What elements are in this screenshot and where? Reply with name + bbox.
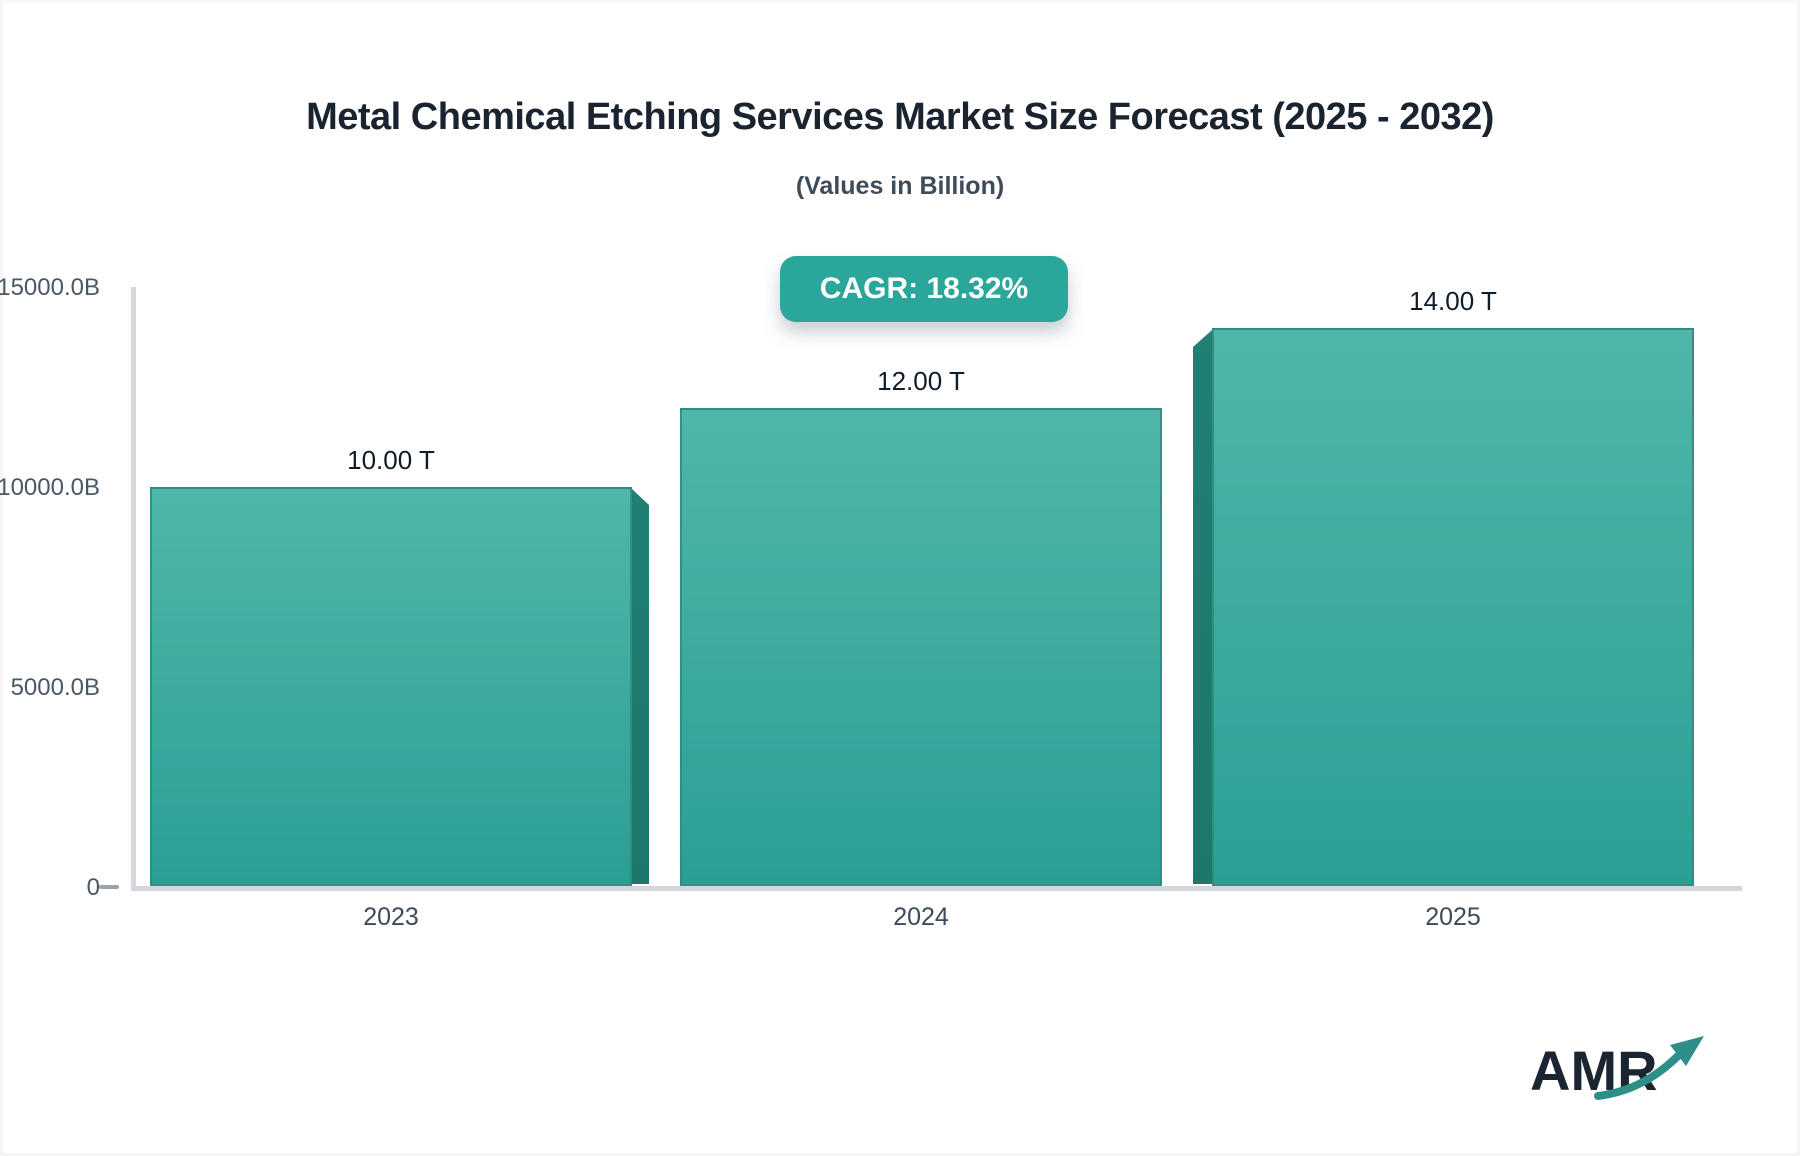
amr-logo-text: AMR (1530, 1039, 1658, 1102)
cagr-badge-label: CAGR: 18.32% (819, 272, 1029, 305)
bar-2023: 10.00 T (150, 445, 649, 886)
y-axis-zero-tick (99, 885, 119, 889)
bar-value-label: 14.00 T (1409, 286, 1497, 316)
x-axis-label: 2023 (363, 903, 419, 931)
growth-arrow-icon (1594, 1036, 1704, 1100)
chart-subtitle: (Values in Billion) (795, 172, 1005, 200)
chart-title: Metal Chemical Etching Services Market S… (306, 96, 1494, 138)
bar-3d-side (1193, 330, 1212, 884)
y-tick-label: 0 (86, 874, 100, 901)
bar-3d-side (632, 489, 649, 884)
y-axis-line (131, 287, 136, 891)
bar-value-label: 12.00 T (877, 366, 965, 396)
y-tick-label: 5000.0B (10, 674, 100, 701)
x-axis-label: 2024 (893, 903, 949, 931)
x-axis-label: 2025 (1425, 903, 1481, 931)
y-tick-label: 15000.0B (0, 274, 100, 301)
amr-logo: AMR (1530, 1036, 1704, 1102)
bar-2025: 14.00 T (1193, 286, 1694, 886)
bar-value-label: 10.00 T (347, 445, 435, 475)
cagr-badge: CAGR: 18.32% (780, 256, 1068, 322)
bar-2024: 12.00 T (680, 366, 1162, 886)
x-axis-line (131, 886, 1742, 891)
y-tick-label: 10000.0B (0, 474, 100, 501)
